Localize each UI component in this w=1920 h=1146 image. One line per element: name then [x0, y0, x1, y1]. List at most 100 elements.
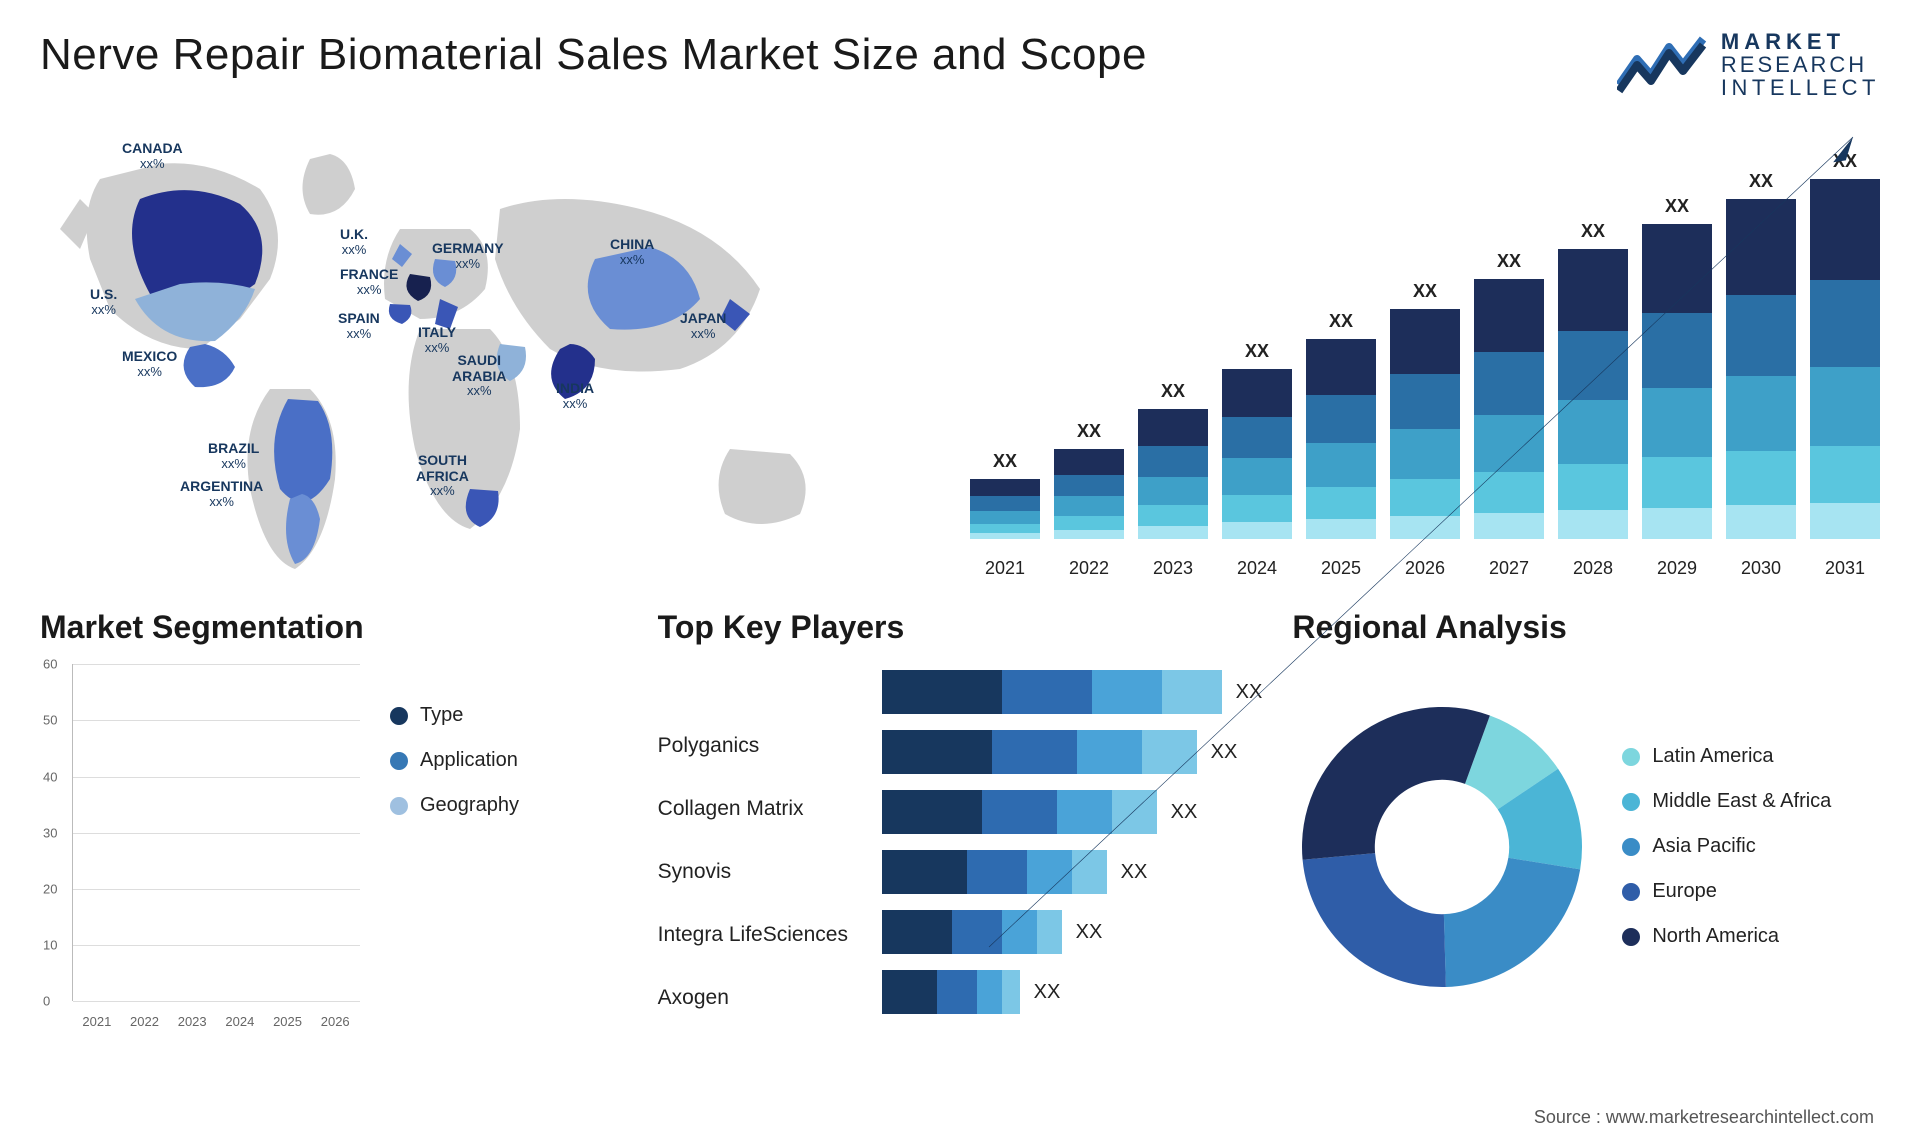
seg-year-label: 2021	[78, 1008, 116, 1029]
legend-swatch-icon	[1622, 793, 1640, 811]
seg-year-label: 2023	[173, 1008, 211, 1029]
forecast-year-label: 2023	[1138, 550, 1208, 579]
player-value: XX	[1121, 861, 1148, 884]
legend-item: Europe	[1622, 880, 1831, 903]
world-map-panel: CANADAxx%U.S.xx%MEXICOxx%BRAZILxx%ARGENT…	[40, 119, 920, 579]
regional-title: Regional Analysis	[1292, 609, 1880, 646]
forecast-bar-value: XX	[1077, 421, 1101, 442]
forecast-year-label: 2029	[1642, 550, 1712, 579]
forecast-bar-value: XX	[1161, 381, 1185, 402]
map-country-label: CANADAxx%	[122, 141, 183, 171]
map-country-label: SOUTHAFRICAxx%	[416, 453, 469, 498]
players-title: Top Key Players	[658, 609, 1263, 646]
legend-label: Type	[420, 704, 463, 727]
player-bar-row: XX	[882, 790, 1263, 834]
forecast-bar: XX	[1642, 224, 1712, 539]
seg-ytick: 30	[43, 825, 57, 840]
seg-ytick: 60	[43, 657, 57, 672]
player-name: Integra LifeSciences	[658, 923, 868, 947]
forecast-bar: XX	[1138, 409, 1208, 539]
players-bars: XX XX XX XX XX XX	[882, 668, 1263, 1029]
legend-swatch-icon	[390, 752, 408, 770]
map-country-label: U.S.xx%	[90, 287, 117, 317]
forecast-chart-panel: XXXXXXXXXXXXXXXXXXXXXX 20212022202320242…	[950, 119, 1880, 579]
player-bar-row: XX	[882, 850, 1263, 894]
segmentation-legend: Type Application Geography	[390, 664, 519, 1029]
forecast-bar-value: XX	[1497, 251, 1521, 272]
seg-year-label: 2022	[126, 1008, 164, 1029]
map-country-label: GERMANYxx%	[432, 241, 504, 271]
regional-donut-chart	[1292, 697, 1592, 997]
legend-label: North America	[1652, 925, 1779, 948]
legend-label: Asia Pacific	[1652, 835, 1755, 858]
forecast-year-label: 2026	[1390, 550, 1460, 579]
segmentation-panel: Market Segmentation 0102030405060 202120…	[40, 609, 628, 1029]
map-country-label: ARGENTINAxx%	[180, 479, 263, 509]
players-labels: PolyganicsCollagen MatrixSynovisIntegra …	[658, 668, 868, 1029]
forecast-bar-value: XX	[1665, 196, 1689, 217]
map-country-label: JAPANxx%	[680, 311, 726, 341]
segmentation-chart: 0102030405060 202120222023202420252026	[40, 664, 360, 1029]
forecast-year-label: 2025	[1306, 550, 1376, 579]
legend-swatch-icon	[390, 707, 408, 725]
player-bar-row: XX	[882, 910, 1263, 954]
regional-panel: Regional Analysis Latin AmericaMiddle Ea…	[1292, 609, 1880, 1029]
forecast-bar: XX	[970, 479, 1040, 539]
forecast-bar-value: XX	[1329, 311, 1353, 332]
forecast-bar: XX	[1558, 249, 1628, 539]
player-bar-row: XX	[882, 670, 1263, 714]
legend-item: Geography	[390, 794, 519, 817]
legend-swatch-icon	[1622, 748, 1640, 766]
forecast-bar-value: XX	[1413, 281, 1437, 302]
map-country-label: SAUDIARABIAxx%	[452, 353, 506, 398]
map-country-label: SPAINxx%	[338, 311, 380, 341]
player-bar-row: XX	[882, 970, 1263, 1014]
seg-ytick: 40	[43, 769, 57, 784]
legend-item: Application	[390, 749, 519, 772]
source-caption: Source : www.marketresearchintellect.com	[1534, 1107, 1874, 1128]
legend-swatch-icon	[1622, 838, 1640, 856]
seg-year-label: 2024	[221, 1008, 259, 1029]
logo-text-1: MARKET	[1721, 30, 1880, 53]
forecast-bar: XX	[1390, 309, 1460, 539]
seg-ytick: 50	[43, 713, 57, 728]
map-country-label: U.K.xx%	[340, 227, 368, 257]
forecast-year-label: 2031	[1810, 550, 1880, 579]
player-value: XX	[1171, 801, 1198, 824]
forecast-year-label: 2021	[970, 550, 1040, 579]
donut-slice	[1444, 858, 1580, 987]
forecast-bar: XX	[1726, 199, 1796, 539]
legend-item: Asia Pacific	[1622, 835, 1831, 858]
legend-label: Application	[420, 749, 518, 772]
map-country-label: MEXICOxx%	[122, 349, 177, 379]
forecast-bar-value: XX	[993, 451, 1017, 472]
seg-ytick: 0	[43, 994, 50, 1009]
legend-item: North America	[1622, 925, 1831, 948]
player-value: XX	[1211, 741, 1238, 764]
logo-mark-icon	[1617, 35, 1707, 95]
legend-label: Geography	[420, 794, 519, 817]
forecast-bar: XX	[1222, 369, 1292, 539]
logo-text-2: RESEARCH	[1721, 53, 1880, 76]
forecast-bar-value: XX	[1749, 171, 1773, 192]
forecast-year-label: 2030	[1726, 550, 1796, 579]
seg-year-label: 2025	[269, 1008, 307, 1029]
donut-slice	[1303, 853, 1446, 987]
forecast-year-label: 2028	[1558, 550, 1628, 579]
player-value: XX	[1076, 921, 1103, 944]
forecast-bar-value: XX	[1581, 221, 1605, 242]
player-value: XX	[1236, 681, 1263, 704]
legend-label: Latin America	[1652, 745, 1773, 768]
seg-year-label: 2026	[316, 1008, 354, 1029]
segmentation-title: Market Segmentation	[40, 609, 628, 646]
forecast-year-label: 2027	[1474, 550, 1544, 579]
legend-item: Type	[390, 704, 519, 727]
legend-label: Europe	[1652, 880, 1717, 903]
players-panel: Top Key Players PolyganicsCollagen Matri…	[658, 609, 1263, 1029]
player-name: Axogen	[658, 986, 868, 1010]
logo-text-3: INTELLECT	[1721, 76, 1880, 99]
forecast-bar: XX	[1474, 279, 1544, 539]
player-name: Polyganics	[658, 734, 868, 758]
player-value: XX	[1034, 981, 1061, 1004]
page-title: Nerve Repair Biomaterial Sales Market Si…	[40, 30, 1147, 80]
